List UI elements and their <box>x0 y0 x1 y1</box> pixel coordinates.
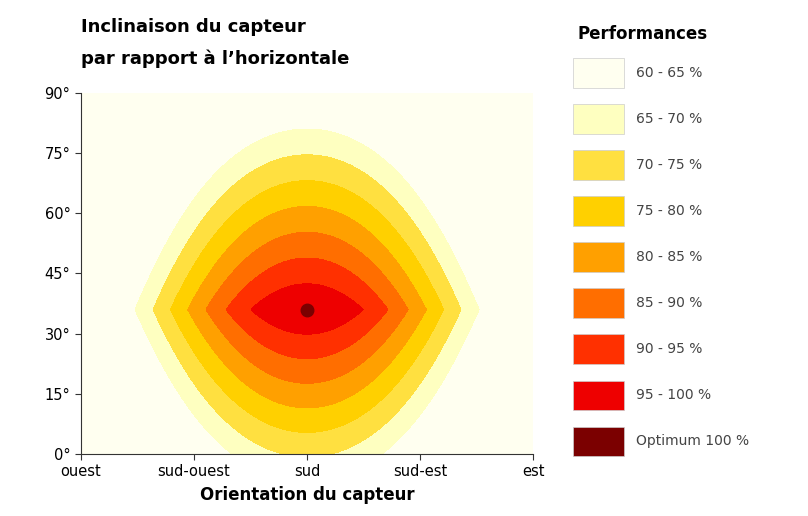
Text: par rapport à l’horizontale: par rapport à l’horizontale <box>81 49 349 68</box>
Bar <box>573 197 624 226</box>
Bar <box>573 380 624 410</box>
Bar <box>573 150 624 180</box>
Bar <box>573 288 624 318</box>
Text: 60 - 65 %: 60 - 65 % <box>636 66 702 80</box>
Text: 80 - 85 %: 80 - 85 % <box>636 250 702 264</box>
Bar <box>573 58 624 88</box>
Text: 65 - 70 %: 65 - 70 % <box>636 112 702 126</box>
Text: 95 - 100 %: 95 - 100 % <box>636 388 711 402</box>
Text: Performances: Performances <box>577 25 708 43</box>
Bar <box>573 243 624 272</box>
Text: 90 - 95 %: 90 - 95 % <box>636 342 702 356</box>
Text: 75 - 80 %: 75 - 80 % <box>636 204 702 218</box>
Bar <box>573 104 624 134</box>
Text: Optimum 100 %: Optimum 100 % <box>636 434 749 448</box>
Text: 70 - 75 %: 70 - 75 % <box>636 158 702 172</box>
Text: 85 - 90 %: 85 - 90 % <box>636 296 702 310</box>
Text: Inclinaison du capteur: Inclinaison du capteur <box>81 18 305 36</box>
Bar <box>573 334 624 364</box>
Bar <box>573 427 624 456</box>
X-axis label: Orientation du capteur: Orientation du capteur <box>200 487 415 505</box>
